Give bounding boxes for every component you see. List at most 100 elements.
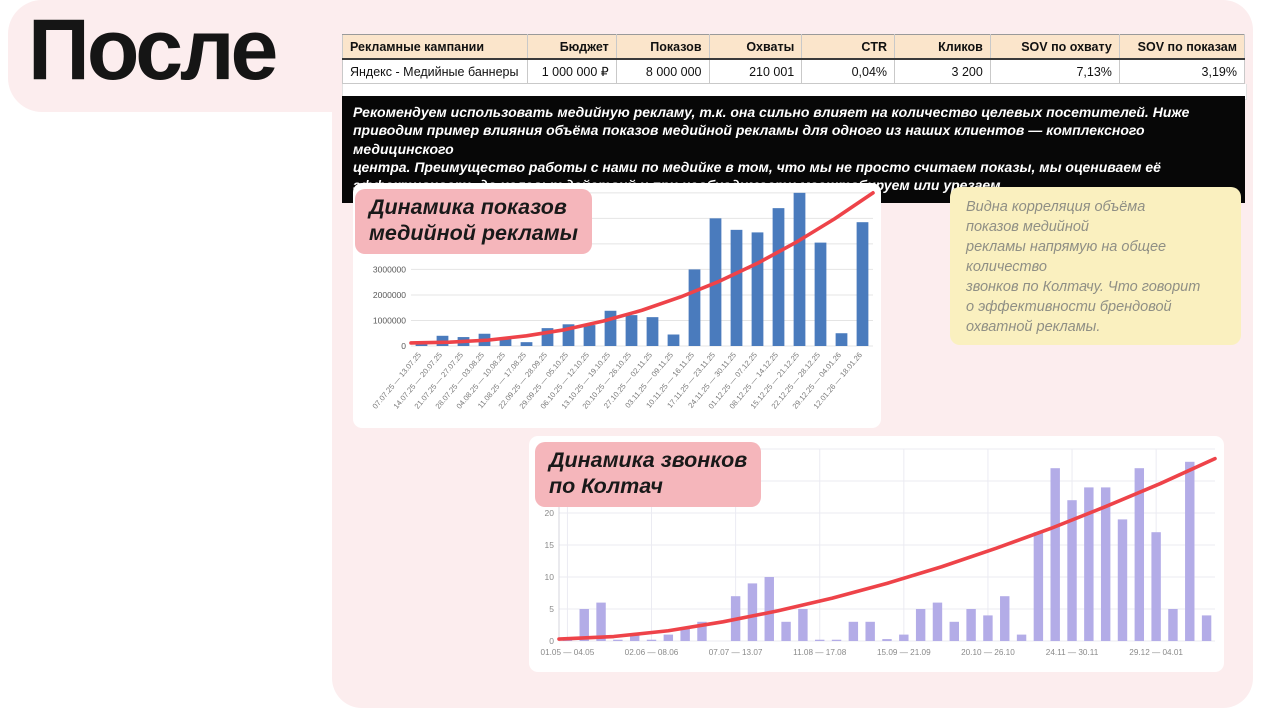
bar [1067,500,1077,641]
x-tick-label: 29.12 — 04.01 [1129,648,1183,657]
bar [814,242,827,346]
y-tick-label: 0 [549,636,554,646]
campaign-table-wrap: Рекламные кампании Бюджет Показов Охваты CTR… [342,34,1247,100]
x-tick-label: 02.06 — 08.06 [625,648,679,657]
calls-bar-chart: 0 5 10 15 20 01.05 — 04.05 02.06 — 08.06 07.07 … [541,448,1217,657]
y-tick-label: 3000000 [373,264,406,274]
calls-chart-title-line1: Динамика звонков [549,448,748,472]
correlation-note: Видна корреляция объёма показов медийной… [950,187,1241,345]
bar [579,609,589,641]
bar [781,621,791,641]
table-header-cell: Кликов [894,34,991,60]
bar [730,229,743,346]
bar [915,609,926,641]
bar [966,609,976,641]
bar [646,317,659,346]
x-tick-label: 01.05 — 04.05 [541,648,595,657]
impressions-bar-chart: 0100000020000003000000400000007.07.25 — … [371,191,875,411]
campaign-table: Рекламные кампании Бюджет Показов Охваты CTR… [342,34,1246,84]
bar [604,310,617,346]
table-cell: 0,04% [801,58,896,84]
bar [764,577,774,641]
bar [949,621,959,641]
bar [1016,634,1027,641]
table-header-cell: Охваты [708,34,803,60]
bar [882,639,892,641]
x-tick-label: 20.10 — 26.10 [961,648,1015,657]
bar [747,583,758,641]
table-header-row: Рекламные кампании Бюджет Показов Охваты CTR… [342,34,1246,60]
x-tick-label: 07.07 — 13.07 [709,648,763,657]
x-tick-label: 11.08 — 17.08 [793,648,847,657]
bar [583,325,596,346]
table-header-cell: SOV по охвату [989,34,1120,60]
bar [1100,487,1111,641]
bar [772,208,785,346]
bar [831,639,842,641]
y-tick-label: 2000000 [373,290,406,300]
table-header-cell: SOV по показам [1118,34,1246,60]
table-cell: 1 000 000 ₽ [527,58,617,84]
table-cell: 3 200 [894,58,991,84]
table-cell: 7,13% [989,58,1120,84]
bar [499,338,512,346]
bar [541,328,554,346]
bar [798,609,808,641]
bar [1033,532,1044,641]
y-tick-label: 10 [545,572,555,582]
bar [520,342,533,346]
impressions-chart-title-line2: медийной рекламы [369,220,579,245]
bar [1185,461,1195,641]
x-tick-label: 24.11 — 30.11 [1046,648,1099,657]
slide-title: После [28,2,278,98]
table-cell: 210 001 [708,58,803,84]
bar [680,628,690,641]
bar [1084,487,1094,641]
bar [1050,468,1060,641]
trend-line [409,191,875,345]
x-tick-label: 15.09 — 21.09 [877,648,931,657]
table-header-cell: Показов [615,34,710,60]
bar [667,334,680,346]
bar [629,634,640,641]
bar [697,621,707,641]
bar [1117,519,1128,641]
impressions-chart-title-line1: Динамика показов [369,195,567,219]
table-cell: 8 000 000 [615,58,710,84]
impressions-chart-title: Динамика показов медийной рекламы [355,189,593,254]
y-tick-label: 1000000 [373,315,406,325]
bar [815,639,825,641]
table-header-cell: CTR [801,34,896,60]
bar [848,621,859,641]
calls-chart-title: Динамика звонков по Колтач [535,442,762,507]
table-cell: 3,19% [1118,58,1246,84]
bar [983,615,993,641]
y-tick-label: 5 [549,604,554,614]
bar [625,315,638,346]
y-tick-label: 20 [545,508,555,518]
bar [932,602,943,641]
trend-line [557,456,1217,641]
bar [562,324,575,346]
bar [596,602,606,641]
bar [899,634,909,641]
table-row: Яндекс - Медийные баннеры 1 000 000 ₽8 00… [342,58,1246,84]
bar [1000,596,1010,641]
table-header-cell: Бюджет [527,34,617,60]
calls-chart-card: Динамика звонков по Колтач 0 5 10 15 20 01.05… [529,436,1224,672]
bar [1201,615,1212,641]
impressions-chart-card: Динамика показов медийной рекламы 0 10000… [353,183,881,428]
bar [856,222,869,346]
bar [865,621,875,641]
bar [663,634,674,641]
bar [1168,609,1178,641]
bar [751,232,764,346]
y-tick-label: 0 [401,341,406,351]
bar [613,639,623,641]
bar [1151,532,1161,641]
bar [688,269,701,346]
bar [1134,468,1145,641]
y-tick-label: 15 [545,540,555,550]
bar [646,639,657,641]
table-header-cell: Рекламные кампании [342,34,528,60]
